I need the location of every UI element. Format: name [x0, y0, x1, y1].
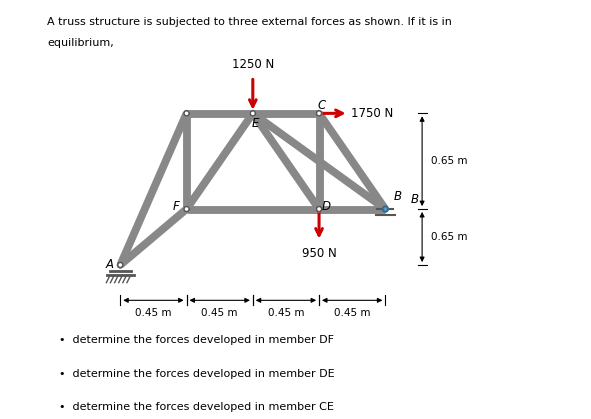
Circle shape	[316, 111, 322, 116]
Text: E: E	[252, 117, 259, 130]
Text: 1750 N: 1750 N	[352, 107, 394, 120]
Text: 0.65 m: 0.65 m	[431, 232, 467, 242]
Circle shape	[118, 262, 123, 268]
Text: •  determine the forces developed in member CE: • determine the forces developed in memb…	[59, 402, 334, 412]
Text: B: B	[411, 193, 419, 206]
Text: 0.65 m: 0.65 m	[431, 156, 467, 166]
Text: 0.45 m: 0.45 m	[268, 308, 304, 318]
Text: B: B	[394, 190, 402, 203]
Text: •  determine the forces developed in member DE: • determine the forces developed in memb…	[59, 369, 335, 379]
Circle shape	[184, 111, 189, 116]
Text: •  determine the forces developed in member DF: • determine the forces developed in memb…	[59, 335, 334, 345]
Text: A: A	[106, 259, 114, 272]
Text: 950 N: 950 N	[301, 247, 336, 260]
Text: 0.45 m: 0.45 m	[135, 308, 172, 318]
Text: equilibrium,: equilibrium,	[47, 38, 114, 48]
Text: 0.45 m: 0.45 m	[334, 308, 371, 318]
Text: F: F	[173, 199, 180, 212]
Text: 1250 N: 1250 N	[232, 58, 274, 71]
Circle shape	[250, 111, 255, 116]
Text: D: D	[322, 199, 331, 212]
Circle shape	[382, 207, 388, 212]
Text: 0.45 m: 0.45 m	[202, 308, 238, 318]
Circle shape	[118, 262, 123, 268]
Circle shape	[382, 207, 388, 212]
Circle shape	[184, 207, 189, 212]
Circle shape	[316, 207, 322, 212]
Text: A truss structure is subjected to three external forces as shown. If it is in: A truss structure is subjected to three …	[47, 17, 452, 27]
Text: C: C	[318, 99, 326, 112]
